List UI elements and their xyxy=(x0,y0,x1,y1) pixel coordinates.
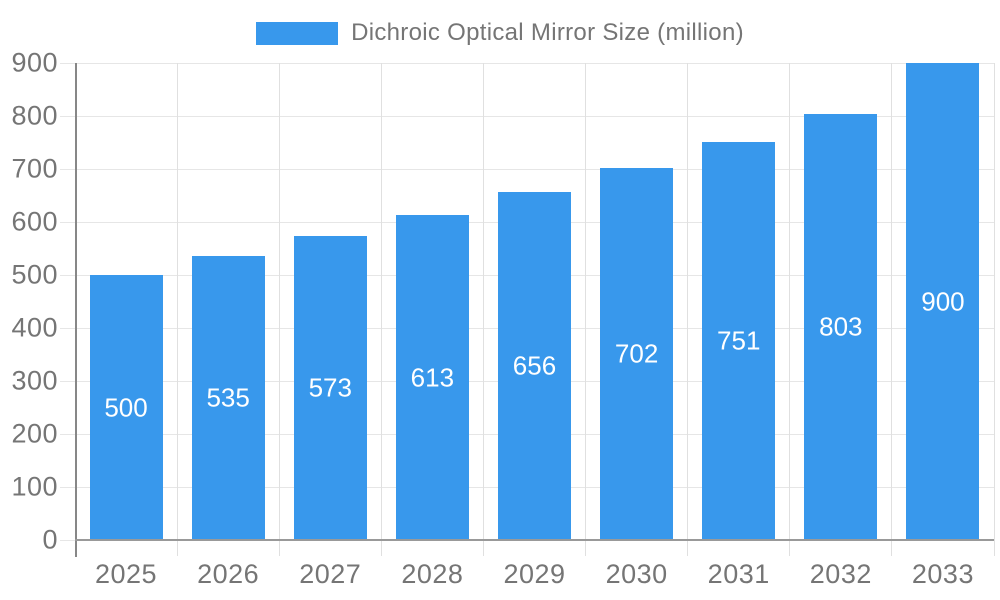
h-gridline xyxy=(60,62,994,64)
x-axis-tick-label: 2031 xyxy=(707,559,770,589)
bar-2030[interactable] xyxy=(600,167,674,540)
x-axis-line xyxy=(75,539,994,541)
v-gridline xyxy=(789,63,791,556)
x-axis-tick-label: 2030 xyxy=(605,559,668,589)
legend-swatch xyxy=(256,21,339,45)
bar-2026[interactable] xyxy=(191,256,265,540)
bar-2028[interactable] xyxy=(395,215,469,540)
x-axis-tick-label: 2026 xyxy=(197,559,260,589)
bar-value-label: 613 xyxy=(410,362,455,393)
bar-value-label: 656 xyxy=(512,350,557,381)
x-axis-tick-label: 2027 xyxy=(299,559,362,589)
y-axis-tick-label: 0 xyxy=(42,524,58,555)
y-axis-tick-label: 700 xyxy=(11,153,58,184)
v-gridline xyxy=(482,63,484,556)
v-gridline xyxy=(380,63,382,556)
y-axis-line xyxy=(75,63,77,557)
y-axis-tick-label: 900 xyxy=(11,47,58,78)
bar-2031[interactable] xyxy=(702,141,776,540)
h-gridline xyxy=(60,168,994,170)
bar-2025[interactable] xyxy=(89,275,163,540)
bar-value-label: 900 xyxy=(921,286,965,316)
bar-value-label: 535 xyxy=(206,382,250,413)
x-axis-tick-label: 2029 xyxy=(503,559,566,589)
y-axis-tick-label: 800 xyxy=(11,100,58,131)
bar-2032[interactable] xyxy=(804,114,878,540)
chart-legend[interactable]: Dichroic Optical Mirror Size (million) xyxy=(0,19,1000,47)
bar-value-label: 573 xyxy=(308,372,352,403)
x-axis-tick-label: 2025 xyxy=(95,559,158,589)
v-gridline xyxy=(278,63,280,556)
y-axis-tick-label: 600 xyxy=(11,206,58,237)
y-axis-tick-label: 300 xyxy=(11,365,58,396)
y-axis-tick-label: 400 xyxy=(11,312,58,343)
v-gridline xyxy=(687,63,689,556)
bar-value-label: 803 xyxy=(819,311,863,342)
v-gridline xyxy=(585,63,587,556)
plot-area: 0 100 200 300 400 500 600 700 800 900 500 2025 535 20… xyxy=(11,48,995,589)
x-axis-tick-label: 2028 xyxy=(401,559,464,589)
bar-2033[interactable] xyxy=(906,63,980,540)
y-axis-tick-label: 100 xyxy=(11,471,58,502)
v-gridline xyxy=(993,63,995,556)
bar-value-label: 702 xyxy=(614,338,659,369)
bar-2027[interactable] xyxy=(293,236,367,540)
bar-2029[interactable] xyxy=(498,192,571,540)
y-axis-tick-label: 200 xyxy=(11,418,58,449)
x-axis-tick xyxy=(60,539,75,541)
v-gridline xyxy=(176,63,178,556)
x-axis-tick-label: 2032 xyxy=(809,559,872,589)
legend-label: Dichroic Optical Mirror Size (million) xyxy=(351,19,744,46)
y-axis-tick-label: 500 xyxy=(11,259,58,290)
x-axis-tick-label: 2033 xyxy=(911,559,974,589)
bar-value-label: 751 xyxy=(717,325,761,356)
v-gridline xyxy=(891,63,893,556)
h-gridline xyxy=(60,115,994,117)
bar-value-label: 500 xyxy=(104,392,148,422)
